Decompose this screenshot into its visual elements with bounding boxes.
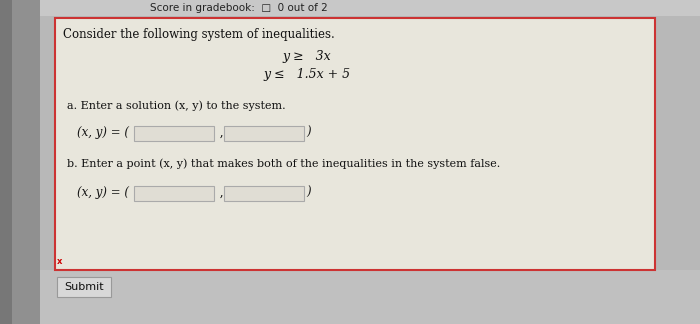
- Text: (x, y) = (: (x, y) = (: [77, 126, 129, 139]
- Text: x: x: [57, 257, 62, 266]
- FancyBboxPatch shape: [224, 126, 304, 141]
- Text: b. Enter a point (x, y) that makes both of the inequalities in the system false.: b. Enter a point (x, y) that makes both …: [67, 158, 500, 168]
- Text: Consider the following system of inequalities.: Consider the following system of inequal…: [63, 28, 335, 41]
- FancyBboxPatch shape: [134, 186, 214, 201]
- Bar: [40, 270, 700, 324]
- FancyBboxPatch shape: [134, 126, 214, 141]
- Text: a. Enter a solution (x, y) to the system.: a. Enter a solution (x, y) to the system…: [67, 100, 286, 110]
- FancyBboxPatch shape: [57, 277, 111, 297]
- Text: (x, y) = (: (x, y) = (: [77, 186, 129, 199]
- Bar: [0, 0, 40, 324]
- Text: ,: ,: [216, 126, 223, 139]
- Text: Submit: Submit: [64, 282, 104, 292]
- Text: ): ): [306, 126, 311, 139]
- FancyBboxPatch shape: [55, 18, 655, 270]
- Text: ,: ,: [216, 186, 223, 199]
- Text: ): ): [306, 186, 311, 199]
- Bar: [40, 0, 700, 16]
- Bar: [0, 0, 12, 324]
- FancyBboxPatch shape: [224, 186, 304, 201]
- Text: Score in gradebook:  □  0 out of 2: Score in gradebook: □ 0 out of 2: [150, 3, 328, 13]
- Text: y ≥   3x: y ≥ 3x: [283, 50, 331, 63]
- Text: y ≤   1.5x + 5: y ≤ 1.5x + 5: [263, 68, 351, 81]
